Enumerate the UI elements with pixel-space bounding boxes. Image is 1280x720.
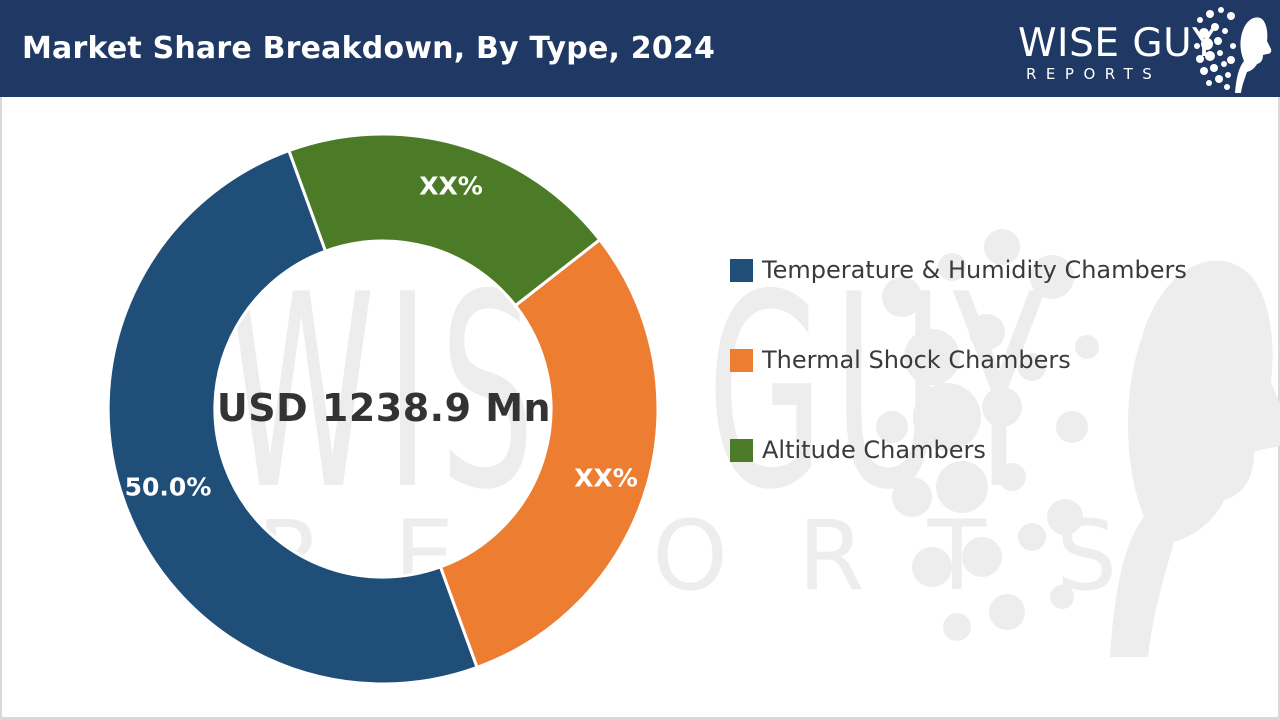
- wedge-altitude-chambers: [287, 132, 602, 308]
- logo-face-icon: [1235, 16, 1272, 93]
- wise-guy-reports-logo: WISE GUY REPORTS: [1018, 6, 1272, 93]
- legend-swatch-green: [730, 438, 753, 462]
- logo-subtitle: REPORTS: [1026, 65, 1161, 83]
- background-watermark: WISE GUY REPORTS: [227, 229, 1280, 657]
- legend-item-temperature-humidity: Temperature & Humidity Chambers: [730, 255, 1187, 285]
- header-bar: Market Share Breakdown, By Type, 2024 WI…: [0, 0, 1280, 97]
- slice-label-altitude: XX%: [419, 171, 483, 201]
- donut-chart: [106, 132, 660, 686]
- legend-label: Altitude Chambers: [762, 436, 986, 464]
- legend-label: Thermal Shock Chambers: [762, 346, 1071, 374]
- legend-swatch-blue: [730, 258, 753, 282]
- legend-label: Temperature & Humidity Chambers: [762, 256, 1187, 284]
- legend-item-altitude: Altitude Chambers: [730, 435, 986, 465]
- legend-swatch-orange: [730, 348, 753, 372]
- logo-dot-cluster: [1194, 6, 1236, 90]
- chart-canvas: WISE GUY REPORTS 50.: [0, 97, 1280, 720]
- watermark-face: [1110, 260, 1280, 657]
- page-title: Market Share Breakdown, By Type, 2024: [22, 31, 716, 66]
- slice-label-temperature-humidity: 50.0%: [124, 472, 212, 502]
- logo-wordmark: WISE GUY: [1018, 21, 1216, 66]
- slice-label-thermal-shock: XX%: [574, 463, 638, 493]
- wedge-thermal-shock-chambers: [439, 238, 660, 669]
- watermark-subtitle: REPORTS: [257, 500, 1187, 612]
- legend-item-thermal-shock: Thermal Shock Chambers: [730, 345, 1071, 375]
- donut-center-value: USD 1238.9 Mn: [216, 386, 552, 430]
